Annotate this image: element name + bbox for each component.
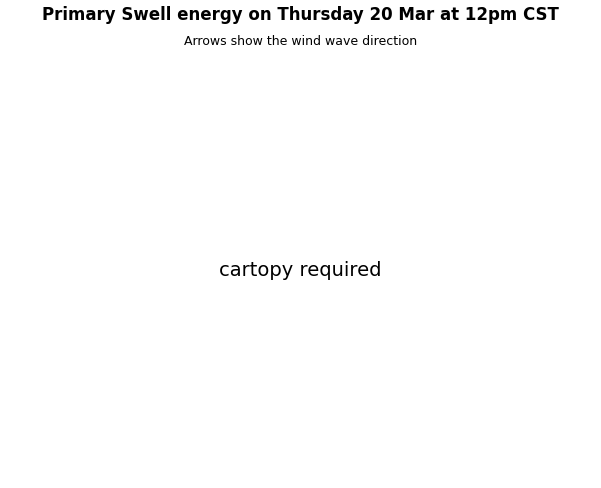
Text: Arrows show the wind wave direction: Arrows show the wind wave direction xyxy=(184,35,417,48)
Text: cartopy required: cartopy required xyxy=(219,262,382,280)
Text: Primary Swell energy on Thursday 20 Mar at 12pm CST: Primary Swell energy on Thursday 20 Mar … xyxy=(42,6,559,24)
